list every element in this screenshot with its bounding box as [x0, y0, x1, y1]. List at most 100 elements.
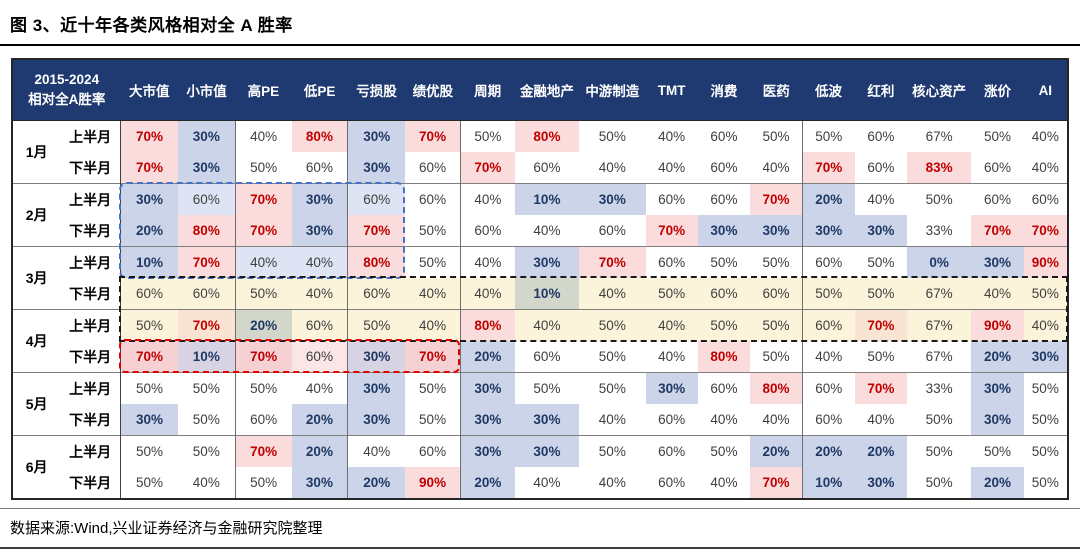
- table-cell: 30%: [291, 183, 349, 215]
- table-cell: 70%: [177, 309, 236, 341]
- month-label: 1月: [12, 120, 61, 184]
- table-cell: 50%: [802, 278, 855, 310]
- table-cell: 20%: [750, 435, 803, 467]
- table-cell: 50%: [854, 278, 907, 310]
- table-cell: 50%: [514, 372, 580, 404]
- table-cell: 40%: [514, 309, 580, 341]
- table-cell: 50%: [906, 183, 972, 215]
- corner-header-line2: 相对全A胜率: [28, 92, 106, 107]
- table-cell: 20%: [235, 309, 292, 341]
- table-cell: 70%: [405, 120, 461, 152]
- table-cell: 67%: [906, 278, 972, 310]
- table-cell: 67%: [906, 309, 972, 341]
- table-cell: 50%: [460, 120, 515, 152]
- table-cell: 50%: [235, 278, 292, 310]
- table-cell: 40%: [697, 404, 751, 436]
- table-cell: 70%: [802, 152, 855, 184]
- table-cell: 30%: [460, 404, 515, 436]
- table-cell: 50%: [120, 467, 178, 499]
- table-cell: 60%: [854, 120, 907, 152]
- table-cell: 10%: [802, 467, 855, 499]
- table-cell: 10%: [514, 278, 580, 310]
- table-cell: 50%: [405, 246, 461, 278]
- table-cell: 70%: [971, 215, 1024, 247]
- table-row: 下半月 70% 10% 70% 60% 30% 70% 20% 60% 50% 40% 80% 50% 4…: [12, 341, 1068, 373]
- half-month-label: 下半月: [60, 467, 122, 499]
- table-cell: 60%: [645, 246, 698, 278]
- table-cell: 70%: [1023, 215, 1068, 247]
- table-cell: 40%: [291, 372, 349, 404]
- table-cell: 70%: [235, 435, 292, 467]
- table-cell: 20%: [971, 467, 1024, 499]
- table-cell: 30%: [347, 341, 406, 373]
- half-month-label: 上半月: [60, 309, 122, 341]
- half-month-label: 上半月: [60, 183, 122, 215]
- table-cell: 60%: [697, 372, 751, 404]
- table-cell: 50%: [645, 278, 698, 310]
- table-row: 6月 上半月 50% 50% 70% 20% 40% 60% 30% 30% 50% 60% 50% 20…: [12, 435, 1068, 499]
- table-cell: 10%: [514, 183, 580, 215]
- table-cell: 67%: [906, 120, 972, 152]
- table-cell: 50%: [579, 309, 646, 341]
- table-cell: 70%: [235, 341, 292, 373]
- table-cell: 50%: [177, 372, 236, 404]
- table-cell: 40%: [971, 278, 1024, 310]
- win-rate-table: 2015-2024 相对全A胜率 大市值 小市值 高PE 低PE 亏损股 绩优股 周期 金融地…: [11, 58, 1069, 500]
- table-cell: 20%: [120, 215, 178, 247]
- table-cell: 70%: [405, 341, 461, 373]
- table-cell: 50%: [750, 309, 803, 341]
- table-cell: 30%: [177, 152, 236, 184]
- table-row: 1月 上半月 70% 30% 40% 80% 30% 70% 50% 80% 50% 40% 60% 50…: [12, 120, 1068, 184]
- column-header: TMT: [645, 59, 698, 121]
- table-cell: 40%: [235, 120, 292, 152]
- table-cell: 30%: [579, 183, 646, 215]
- table-cell: 83%: [906, 152, 972, 184]
- table-cell: 30%: [514, 404, 580, 436]
- table-cell: 60%: [235, 404, 292, 436]
- table-row: 下半月 20% 80% 70% 30% 70% 50% 60% 40% 60% 70% 30% 30% 3…: [12, 215, 1068, 247]
- column-header: 亏损股: [347, 59, 406, 121]
- table-cell: 50%: [120, 309, 178, 341]
- half-month-label: 上半月: [60, 372, 122, 404]
- table-cell: 70%: [235, 215, 292, 247]
- table-cell: 50%: [177, 435, 236, 467]
- half-month-label: 下半月: [60, 278, 122, 310]
- table-cell: 40%: [854, 404, 907, 436]
- table-cell: 50%: [906, 404, 972, 436]
- table-cell: 40%: [1023, 120, 1068, 152]
- half-month-label: 下半月: [60, 152, 122, 184]
- table-cell: 40%: [405, 278, 461, 310]
- table-cell: 60%: [291, 341, 349, 373]
- table-cell: 40%: [750, 404, 803, 436]
- table-cell: 70%: [460, 152, 515, 184]
- column-header: AI: [1023, 59, 1068, 121]
- table-cell: 40%: [235, 246, 292, 278]
- table-row: 下半月 30% 50% 60% 20% 30% 50% 30% 30% 40% 60% 40% 40% 6…: [12, 404, 1068, 436]
- table-cell: 50%: [1023, 467, 1068, 499]
- table-cell: 30%: [697, 215, 751, 247]
- table-row: 3月 上半月 10% 70% 40% 40% 80% 50% 40% 30% 70% 60% 50% 50…: [12, 246, 1068, 310]
- table-cell: 80%: [697, 341, 751, 373]
- table-cell: 50%: [579, 372, 646, 404]
- table-row: 2月 上半月 30% 60% 70% 30% 60% 60% 40% 10% 30% 60% 60% 70…: [12, 183, 1068, 247]
- column-header: 周期: [460, 59, 515, 121]
- table-cell: 40%: [514, 215, 580, 247]
- table-cell: 60%: [697, 120, 751, 152]
- table-cell: 30%: [645, 372, 698, 404]
- table-cell: 40%: [460, 183, 515, 215]
- table-cell: 60%: [347, 183, 406, 215]
- column-header: 小市值: [177, 59, 236, 121]
- table-cell: 50%: [854, 246, 907, 278]
- table-cell: 40%: [854, 183, 907, 215]
- table-cell: 20%: [802, 183, 855, 215]
- table-cell: 30%: [460, 372, 515, 404]
- column-header: 大市值: [120, 59, 178, 121]
- table-cell: 80%: [291, 120, 349, 152]
- table-cell: 40%: [177, 467, 236, 499]
- table-cell: 40%: [645, 152, 698, 184]
- table-cell: 60%: [579, 215, 646, 247]
- table-cell: 70%: [750, 183, 803, 215]
- table-cell: 40%: [1023, 152, 1068, 184]
- table-cell: 50%: [697, 435, 751, 467]
- table-cell: 80%: [347, 246, 406, 278]
